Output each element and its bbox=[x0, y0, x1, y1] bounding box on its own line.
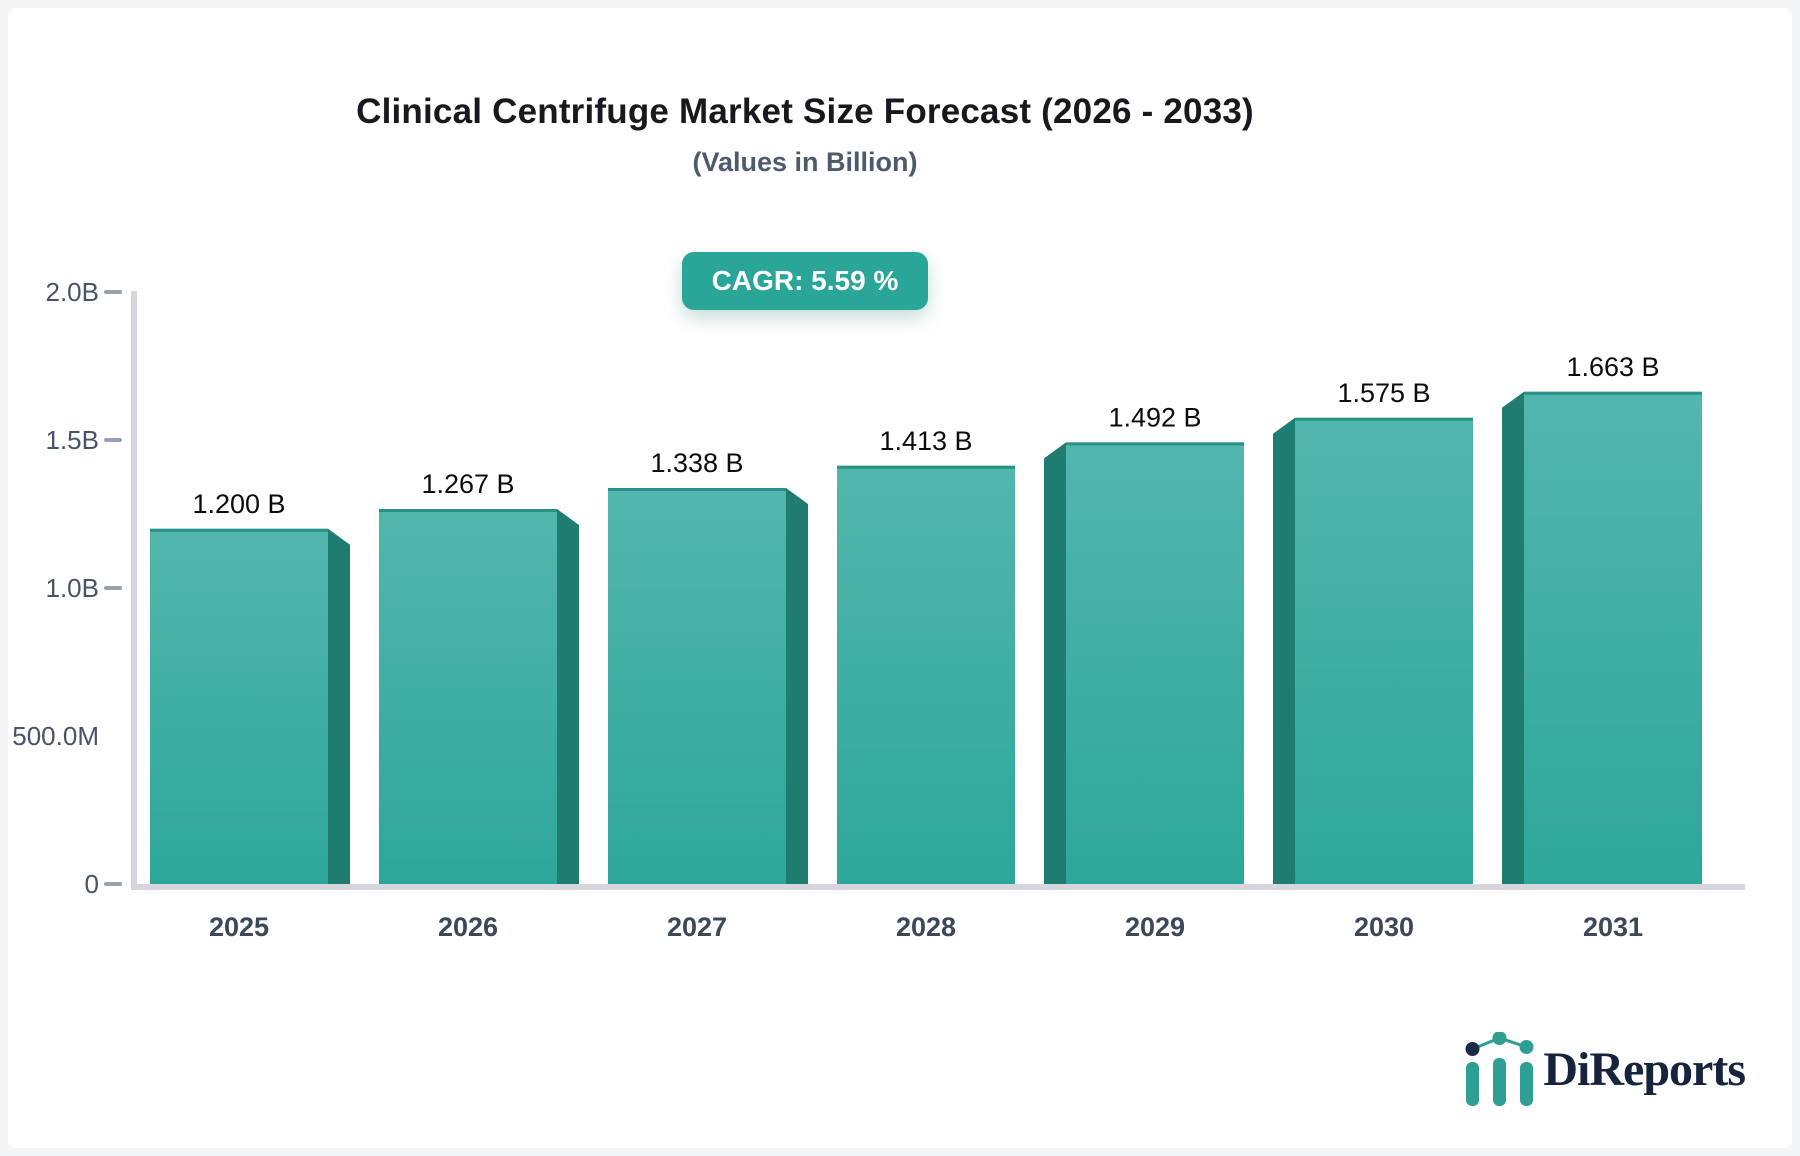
y-axis-tick bbox=[104, 290, 122, 294]
bar-group-2027: 1.338 B 2027 bbox=[608, 448, 808, 942]
bar-face bbox=[1066, 442, 1244, 884]
bar-side bbox=[1273, 417, 1295, 884]
bar-face bbox=[1524, 391, 1702, 884]
y-axis-label: 500.0M bbox=[12, 721, 99, 751]
logo-bars-icon bbox=[1465, 1032, 1534, 1106]
bar-side bbox=[786, 487, 808, 884]
bar-value-label: 1.338 B bbox=[650, 448, 743, 478]
chart-subtitle: (Values in Billion) bbox=[692, 147, 918, 177]
x-axis-label: 2026 bbox=[438, 912, 498, 942]
bar-side bbox=[1502, 391, 1524, 884]
y-axis-label: 0 bbox=[85, 869, 99, 899]
bar-value-label: 1.492 B bbox=[1108, 402, 1201, 432]
logo-text: DiReports bbox=[1543, 1043, 1746, 1096]
x-axis-label: 2025 bbox=[209, 912, 269, 942]
cagr-badge: CAGR: 5.59 % bbox=[681, 252, 929, 310]
bar-side bbox=[1044, 442, 1066, 884]
bar-value-label: 1.663 B bbox=[1566, 352, 1659, 382]
bar-group-2028: 1.413 B 2028 bbox=[837, 426, 1015, 942]
bar-value-label: 1.413 B bbox=[879, 426, 972, 456]
bar-face bbox=[150, 528, 328, 884]
y-axis-label: 1.0B bbox=[46, 573, 100, 603]
bar-group-2025: 1.200 B 2025 bbox=[150, 489, 350, 942]
bar-value-label: 1.267 B bbox=[421, 469, 514, 499]
bar-face bbox=[379, 508, 557, 884]
y-axis-tick bbox=[104, 586, 122, 590]
bar-group-2029: 1.492 B 2029 bbox=[1044, 402, 1244, 942]
bar-face bbox=[837, 465, 1015, 884]
direports-logo: DiReports bbox=[1465, 1032, 1746, 1108]
bar-group-2030: 1.575 B 2030 bbox=[1273, 378, 1473, 942]
chart-title: Clinical Centrifuge Market Size Forecast… bbox=[356, 92, 1254, 131]
x-axis-line bbox=[131, 884, 1745, 890]
y-axis-label: 1.5B bbox=[46, 425, 100, 455]
y-axis-line bbox=[131, 291, 137, 884]
bar-side bbox=[557, 508, 579, 884]
bar-face bbox=[608, 487, 786, 884]
bar-side bbox=[328, 528, 350, 884]
bar-face bbox=[1295, 417, 1473, 884]
bar-group-2026: 1.267 B 2026 bbox=[379, 469, 579, 942]
y-axis-label: 2.0B bbox=[46, 277, 100, 307]
x-axis-label: 2030 bbox=[1354, 912, 1414, 942]
bar-value-label: 1.200 B bbox=[192, 489, 285, 519]
x-axis-label: 2031 bbox=[1583, 912, 1643, 942]
x-axis-label: 2027 bbox=[667, 912, 727, 942]
x-axis-label: 2029 bbox=[1125, 912, 1185, 942]
y-axis-tick bbox=[104, 438, 122, 442]
bar-value-label: 1.575 B bbox=[1337, 378, 1430, 408]
bar-group-2031: 1.663 B 2031 bbox=[1502, 352, 1702, 942]
y-axis-tick bbox=[104, 882, 122, 886]
cagr-badge-wrap: CAGR: 5.59 % bbox=[0, 252, 1610, 310]
x-axis-label: 2028 bbox=[896, 912, 956, 942]
